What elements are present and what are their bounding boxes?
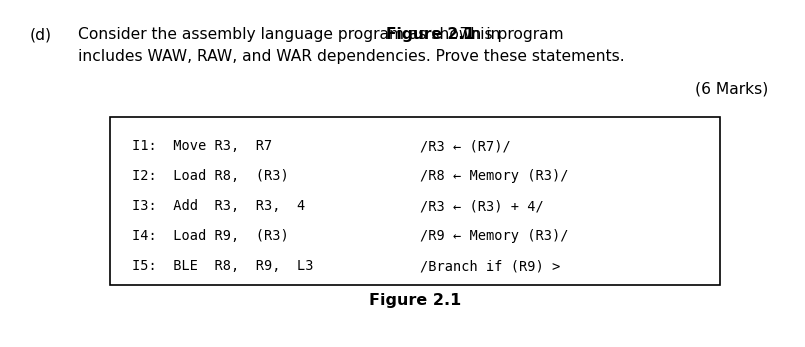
- Text: /R3 ← (R3) + 4/: /R3 ← (R3) + 4/: [420, 199, 543, 213]
- Text: Consider the assembly language program as shown in: Consider the assembly language program a…: [78, 27, 506, 42]
- Text: I3:  Add  R3,  R3,  4: I3: Add R3, R3, 4: [132, 199, 305, 213]
- Text: Figure 2.1: Figure 2.1: [386, 27, 474, 42]
- Text: I4:  Load R9,  (R3): I4: Load R9, (R3): [132, 229, 289, 243]
- Text: includes WAW, RAW, and WAR dependencies. Prove these statements.: includes WAW, RAW, and WAR dependencies.…: [78, 49, 625, 64]
- Text: I1:  Move R3,  R7: I1: Move R3, R7: [132, 139, 272, 153]
- Bar: [110, 117, 720, 285]
- Text: Figure 2.1: Figure 2.1: [369, 293, 461, 308]
- Text: /R8 ← Memory (R3)/: /R8 ← Memory (R3)/: [420, 169, 568, 183]
- Text: (d): (d): [30, 27, 52, 42]
- Text: . This program: . This program: [451, 27, 564, 42]
- Text: /R9 ← Memory (R3)/: /R9 ← Memory (R3)/: [420, 229, 568, 243]
- Text: /Branch if (R9) >: /Branch if (R9) >: [420, 259, 560, 273]
- Text: /R3 ← (R7)/: /R3 ← (R7)/: [420, 139, 510, 153]
- Text: I5:  BLE  R8,  R9,  L3: I5: BLE R8, R9, L3: [132, 259, 313, 273]
- Text: (6 Marks): (6 Marks): [695, 81, 768, 96]
- Text: I2:  Load R8,  (R3): I2: Load R8, (R3): [132, 169, 289, 183]
